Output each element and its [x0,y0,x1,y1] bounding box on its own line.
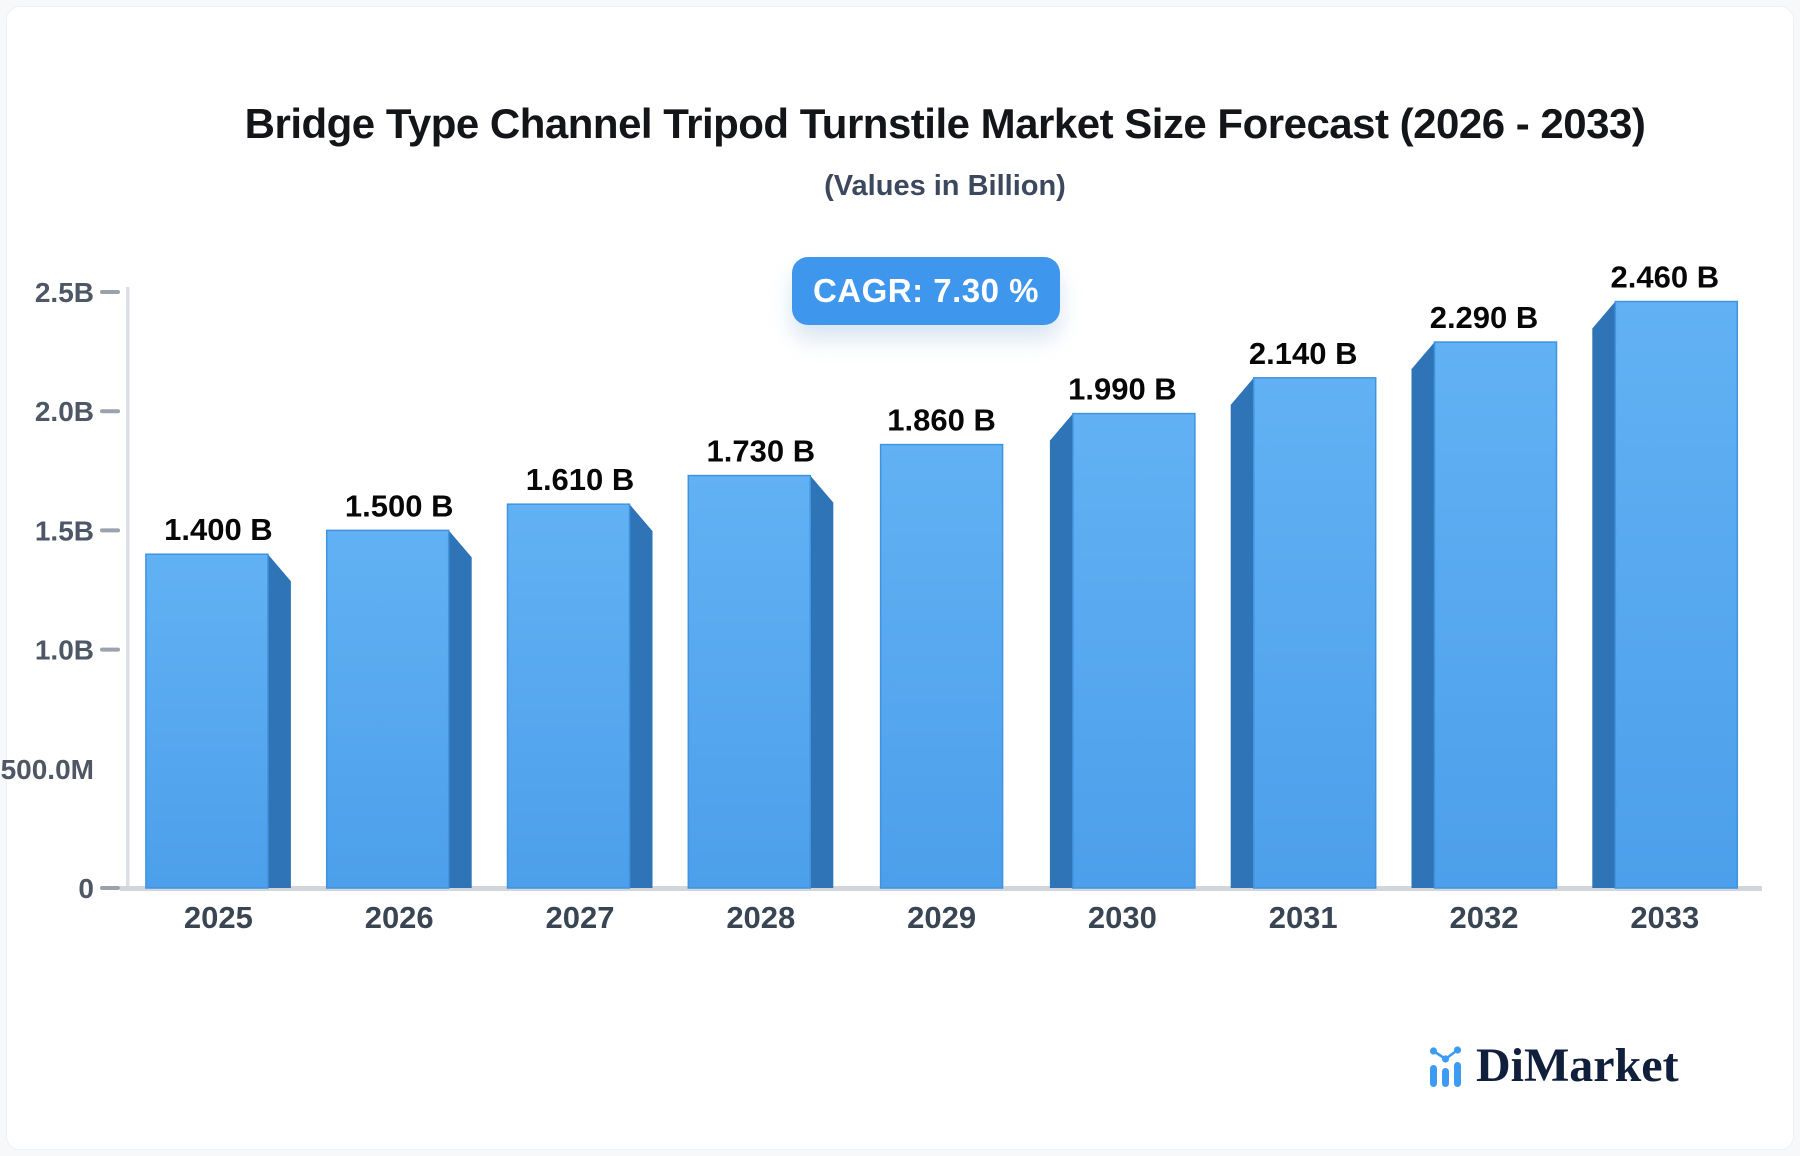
y-tick-dash [100,528,120,533]
y-tick-label: 500.0M [1,754,94,785]
bar-side [267,554,291,888]
bar-side [1411,342,1435,889]
y-tick-label: 2.0B [35,396,94,427]
bar-face [879,443,1004,889]
bar: 2.290 B 2032 [1411,300,1558,935]
bar-value-label: 1.400 B [164,512,273,547]
bar: 1.990 B 2030 [1049,372,1196,935]
bar: 1.610 B 2027 [506,462,653,935]
bar-value-label: 1.500 B [345,488,454,523]
chart-subtitle: (Values in Billion) [824,170,1066,202]
bar-face [325,529,450,889]
x-tick-label: 2027 [546,900,615,935]
chart-title: Bridge Type Channel Tripod Turnstile Mar… [244,100,1646,147]
bar: 2.460 B 2033 [1592,260,1739,935]
bar: 1.500 B 2026 [325,488,472,935]
bar-face [1614,300,1739,889]
x-tick-label: 2031 [1269,900,1338,935]
bar-side [810,475,834,888]
bar-face [687,474,812,889]
y-tick-label: 0 [78,873,94,904]
bar-side [1049,413,1073,888]
bar-side [1592,301,1616,888]
y-tick-label: 1.5B [35,515,94,546]
bar: 1.860 B 2029 [879,403,1004,935]
dimarket-logo: DiMarket [1428,1039,1679,1092]
bar-value-label: 1.730 B [707,434,816,469]
y-tick-dash [100,647,120,652]
x-tick-label: 2029 [907,900,976,935]
bar-face [1072,412,1196,889]
bar-value-label: 1.610 B [526,462,635,497]
x-tick-label: 2030 [1088,900,1157,935]
y-tick-label: 2.5B [35,277,94,308]
cagr-badge: CAGR: 7.30 % [792,257,1060,325]
bar: 1.730 B 2028 [687,434,834,935]
cagr-badge-label: CAGR: 7.30 % [812,272,1040,309]
y-tick-label: 1.0B [35,635,94,666]
x-tick-label: 2032 [1450,900,1519,935]
bar-face [1433,341,1558,889]
bar-value-label: 1.860 B [887,403,996,438]
x-tick-label: 2033 [1630,900,1699,935]
bar-value-label: 1.990 B [1068,372,1177,407]
x-tick-label: 2026 [365,900,434,935]
y-tick-dash [100,886,120,890]
bar-face [506,503,631,889]
x-tick-label: 2028 [726,900,795,935]
bar-side [1230,377,1254,888]
bar-face [1252,377,1377,889]
x-tick-label: 2025 [184,900,253,935]
bar-value-label: 2.290 B [1430,300,1539,335]
bar-value-label: 2.460 B [1611,260,1720,295]
mini-bar-line-chart-icon [1429,1046,1462,1088]
bar-value-label: 2.140 B [1249,336,1358,371]
logo-text: DiMarket [1476,1039,1679,1092]
bar-side [629,504,653,888]
bar-face [145,553,269,889]
y-axis-line [126,287,130,891]
y-tick-dash [100,409,120,414]
bar: 1.400 B 2025 [145,512,291,935]
bar: 2.140 B 2031 [1230,336,1377,935]
y-tick-dash [100,290,120,294]
bar-side [448,530,472,888]
